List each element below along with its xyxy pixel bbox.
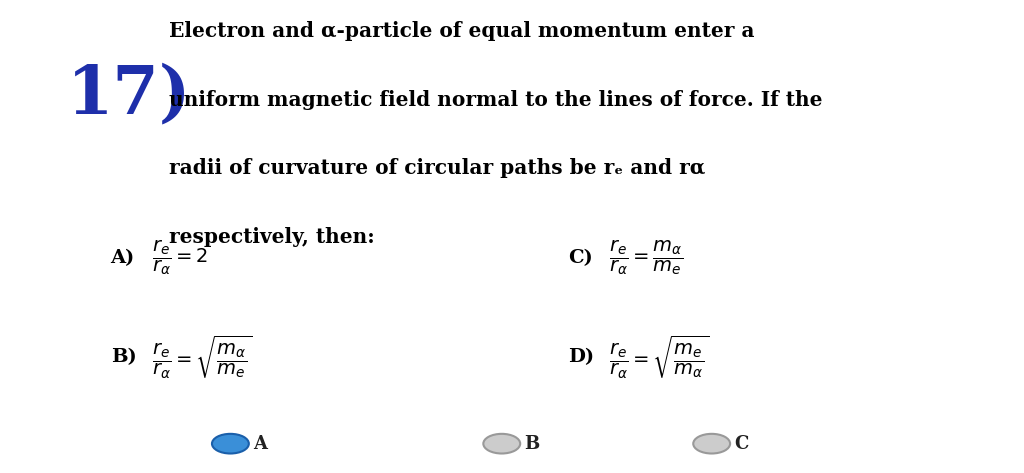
Text: $\dfrac{r_e}{r_\alpha} = \dfrac{m_\alpha}{m_e}$: $\dfrac{r_e}{r_\alpha} = \dfrac{m_\alpha…	[609, 238, 684, 277]
Text: B: B	[524, 435, 540, 453]
Text: C): C)	[568, 249, 593, 267]
Ellipse shape	[693, 434, 730, 454]
Text: $\dfrac{r_e}{r_\alpha} = \sqrt{\dfrac{m_e}{m_\alpha}}$: $\dfrac{r_e}{r_\alpha} = \sqrt{\dfrac{m_…	[609, 333, 710, 381]
Text: C: C	[734, 435, 749, 453]
Text: radii of curvature of circular paths be rₑ and rα: radii of curvature of circular paths be …	[169, 158, 706, 178]
Text: 17): 17)	[67, 62, 190, 127]
Text: D): D)	[568, 348, 595, 366]
Ellipse shape	[212, 434, 249, 454]
Text: B): B)	[111, 348, 136, 366]
Text: A: A	[253, 435, 267, 453]
Text: A): A)	[111, 249, 135, 267]
Ellipse shape	[483, 434, 520, 454]
Text: respectively, then:: respectively, then:	[169, 227, 375, 247]
Text: Electron and α-particle of equal momentum enter a: Electron and α-particle of equal momentu…	[169, 21, 755, 41]
Text: $\dfrac{r_e}{r_\alpha} = 2$: $\dfrac{r_e}{r_\alpha} = 2$	[152, 238, 208, 277]
Text: $\dfrac{r_e}{r_\alpha} = \sqrt{\dfrac{m_\alpha}{m_e}}$: $\dfrac{r_e}{r_\alpha} = \sqrt{\dfrac{m_…	[152, 333, 252, 381]
Text: uniform magnetic field normal to the lines of force. If the: uniform magnetic field normal to the lin…	[169, 90, 822, 110]
